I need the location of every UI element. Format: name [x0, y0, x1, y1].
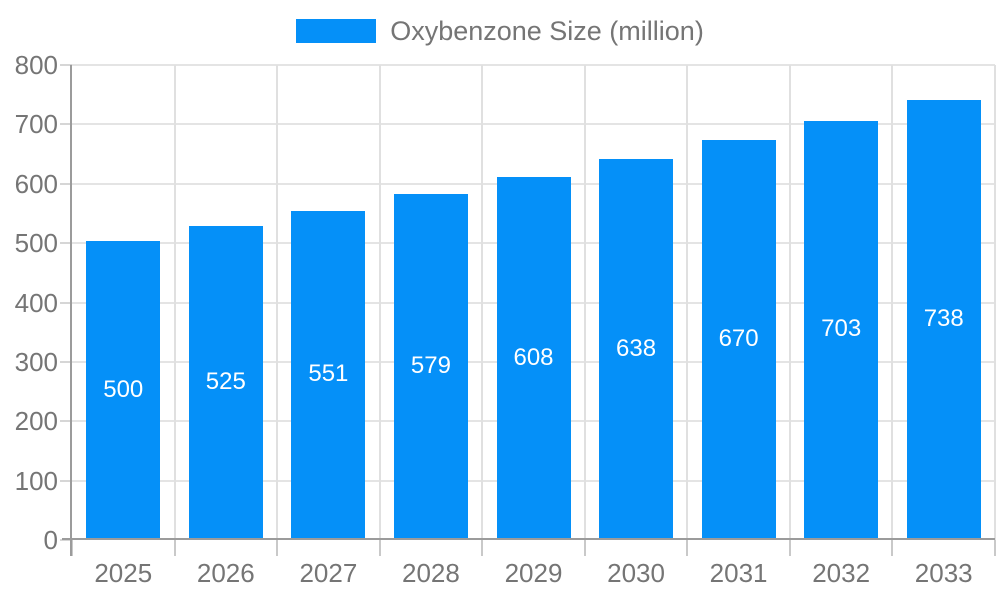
x-axis-line — [62, 538, 995, 540]
y-axis-tick-label: 300 — [14, 346, 58, 377]
gridline-vertical — [173, 65, 176, 540]
bar-value-label: 703 — [821, 315, 862, 343]
x-axis-tick-label: 2029 — [504, 558, 563, 588]
x-axis-tick-label: 2027 — [299, 558, 358, 588]
x-axis-tick-label: 2031 — [709, 558, 768, 588]
y-axis-tick — [60, 420, 72, 423]
gridline-horizontal — [72, 64, 995, 66]
bar-2032: 703 — [804, 120, 879, 538]
gridline-vertical — [276, 65, 279, 540]
y-axis-tick-label: 100 — [14, 465, 58, 496]
x-axis-tick — [788, 540, 791, 556]
x-axis-tick — [276, 540, 279, 556]
y-axis-tick — [60, 301, 72, 304]
x-axis-tick — [71, 540, 73, 556]
gridline-vertical — [891, 65, 894, 540]
plot-area: 500 525 551 579 608 638 670 703 738 — [60, 64, 996, 556]
bar-2033: 738 — [906, 99, 981, 538]
y-axis-tick — [60, 182, 72, 185]
bar-value-label: 551 — [308, 360, 349, 388]
x-axis-tick-label: 2033 — [914, 558, 973, 588]
x-axis-tick — [481, 540, 484, 556]
x-axis-tick — [994, 540, 996, 556]
y-axis-tick-label: 400 — [14, 287, 58, 318]
bar-2028: 579 — [393, 194, 468, 538]
bar-value-label: 579 — [410, 352, 451, 380]
bar-value-label: 500 — [103, 375, 144, 403]
x-axis-tick — [686, 540, 689, 556]
x-axis-tick — [378, 540, 381, 556]
gridline-horizontal — [72, 123, 995, 126]
y-axis-tick-label: 600 — [14, 168, 58, 199]
x-axis-tick-label: 2028 — [402, 558, 460, 588]
gridline-vertical — [788, 65, 791, 540]
gridline-vertical — [686, 65, 689, 540]
y-axis-tick — [60, 479, 72, 482]
y-axis-tick-label: 500 — [14, 228, 58, 259]
x-axis-tick — [173, 540, 176, 556]
bar-value-label: 608 — [513, 343, 554, 371]
y-axis-tick — [60, 242, 72, 245]
y-axis-tick-label: 700 — [14, 109, 58, 140]
x-axis-tick-label: 2025 — [94, 558, 153, 588]
y-axis-tick — [60, 123, 72, 126]
bar-2030: 638 — [599, 159, 674, 538]
legend: Oxybenzone Size (million) — [0, 16, 1000, 46]
gridline-vertical — [378, 65, 381, 540]
y-axis-tick-label: 200 — [14, 406, 58, 437]
y-axis-tick — [60, 360, 72, 363]
y-axis-tick-label: 800 — [14, 50, 58, 80]
gridline-vertical — [994, 65, 996, 540]
y-axis-line — [70, 65, 72, 556]
x-axis-tick-label: 2032 — [812, 558, 871, 588]
y-axis-tick-label: 0 — [43, 525, 58, 555]
x-axis-tick-label: 2030 — [607, 558, 665, 588]
bar-2029: 608 — [496, 177, 571, 538]
legend-swatch — [296, 19, 377, 43]
bar-value-label: 525 — [205, 368, 246, 396]
y-axis-tick — [60, 539, 72, 541]
gridline-vertical — [481, 65, 484, 540]
bar-value-label: 670 — [718, 325, 759, 353]
bar-2025: 500 — [86, 241, 161, 538]
gridline-vertical — [583, 65, 586, 540]
x-axis-tick — [891, 540, 894, 556]
bar-2027: 551 — [291, 210, 366, 538]
x-axis-tick — [583, 540, 586, 556]
y-axis-tick — [60, 64, 72, 66]
bar-2026: 525 — [188, 226, 263, 538]
bar-value-label: 638 — [616, 334, 657, 362]
x-axis-tick-label: 2026 — [196, 558, 255, 588]
bar-value-label: 738 — [923, 304, 964, 332]
legend-label: Oxybenzone Size (million) — [390, 16, 704, 46]
bar-2031: 670 — [701, 140, 776, 538]
